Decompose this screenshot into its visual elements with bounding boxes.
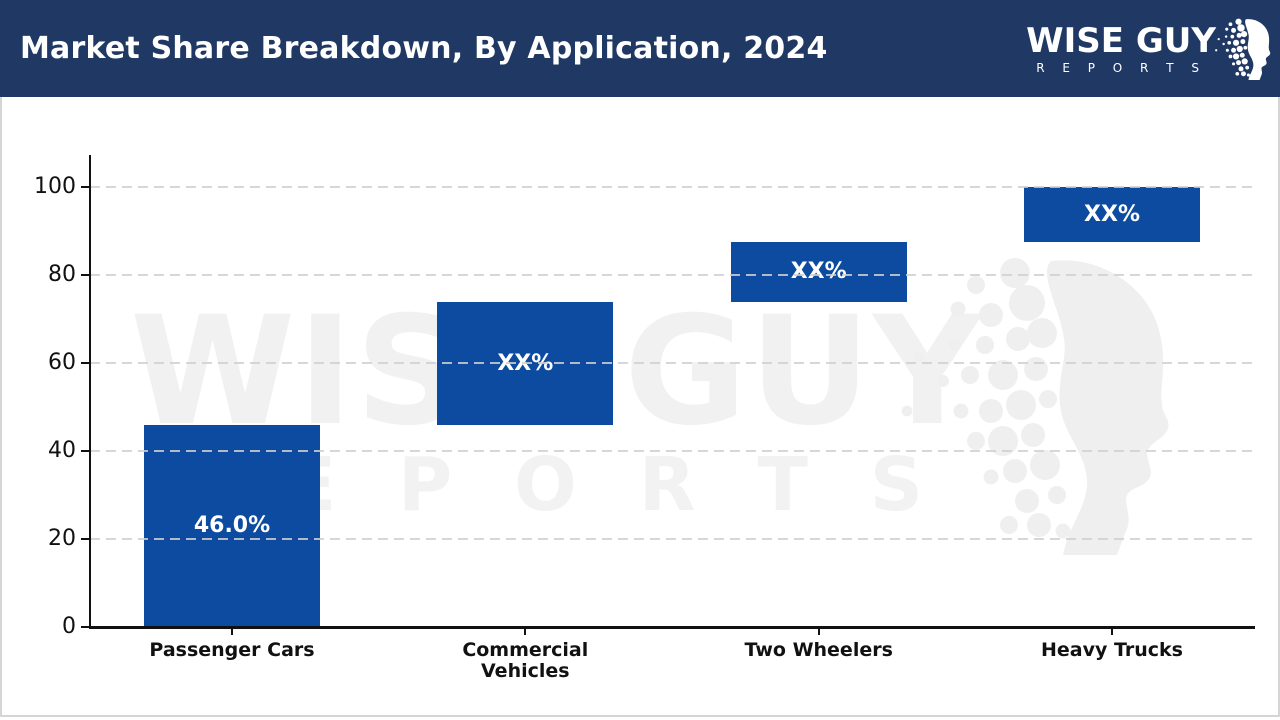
watermark-head-icon xyxy=(877,230,1177,580)
header-bar: Market Share Breakdown, By Application, … xyxy=(0,0,1280,97)
y-tick-label: 40 xyxy=(48,438,76,463)
chart-card: WISE GUY R E P O R T S 0 20 40 60 80 100 46.0%… xyxy=(0,97,1280,717)
y-tick-label: 80 xyxy=(48,262,76,287)
y-tick-mark-40 xyxy=(81,450,90,452)
bar-value-label: XX% xyxy=(1084,202,1140,227)
waterfall-chart: WISE GUY R E P O R T S 0 20 40 60 80 100 46.0%… xyxy=(2,97,1280,715)
x-tick-label: Passenger Cars xyxy=(149,639,315,661)
x-tick-mark-2 xyxy=(524,629,527,635)
y-tick-label: 0 xyxy=(62,614,76,639)
y-tick-label: 100 xyxy=(34,174,76,199)
brand-subname: R E P O R T S xyxy=(1036,60,1206,75)
bar-value-label: XX% xyxy=(790,259,847,285)
y-tick-mark-20 xyxy=(81,538,90,540)
y-tick-mark-0 xyxy=(81,626,90,628)
y-tick-mark-100 xyxy=(81,186,90,188)
brand-name: WISE GUY xyxy=(1026,20,1216,61)
brand-logo-text: WISE GUY R E P O R T S xyxy=(1026,23,1216,75)
y-tick-mark-60 xyxy=(81,362,90,364)
dotted-head-icon xyxy=(1210,6,1272,92)
page-title: Market Share Breakdown, By Application, … xyxy=(20,31,828,66)
bar-1: 46.0% xyxy=(144,424,320,627)
brand-logo: WISE GUY R E P O R T S xyxy=(1026,0,1272,97)
x-tick-mark-4 xyxy=(1111,629,1113,635)
gridline-40 xyxy=(90,450,1254,452)
x-tick-label: Two Wheelers xyxy=(744,639,893,661)
gridline-20 xyxy=(90,538,1254,540)
y-tick-label: 20 xyxy=(48,526,76,551)
y-tick-label: 60 xyxy=(48,350,76,375)
gridline-80 xyxy=(90,274,1254,276)
x-tick-label: Heavy Trucks xyxy=(1041,639,1183,661)
gridline-60 xyxy=(90,362,1254,364)
x-tick-label: Commercial Vehicles xyxy=(462,639,589,682)
y-tick-mark-80 xyxy=(81,274,90,276)
bar-3: XX% xyxy=(730,242,907,302)
gridline-100 xyxy=(90,186,1254,188)
x-axis-line xyxy=(89,626,1255,629)
x-tick-mark-1 xyxy=(231,629,233,635)
bar-4: XX% xyxy=(1024,187,1200,242)
bar-value-label: 46.0% xyxy=(193,513,271,539)
x-tick-mark-3 xyxy=(817,629,820,635)
y-axis-line xyxy=(89,155,91,629)
